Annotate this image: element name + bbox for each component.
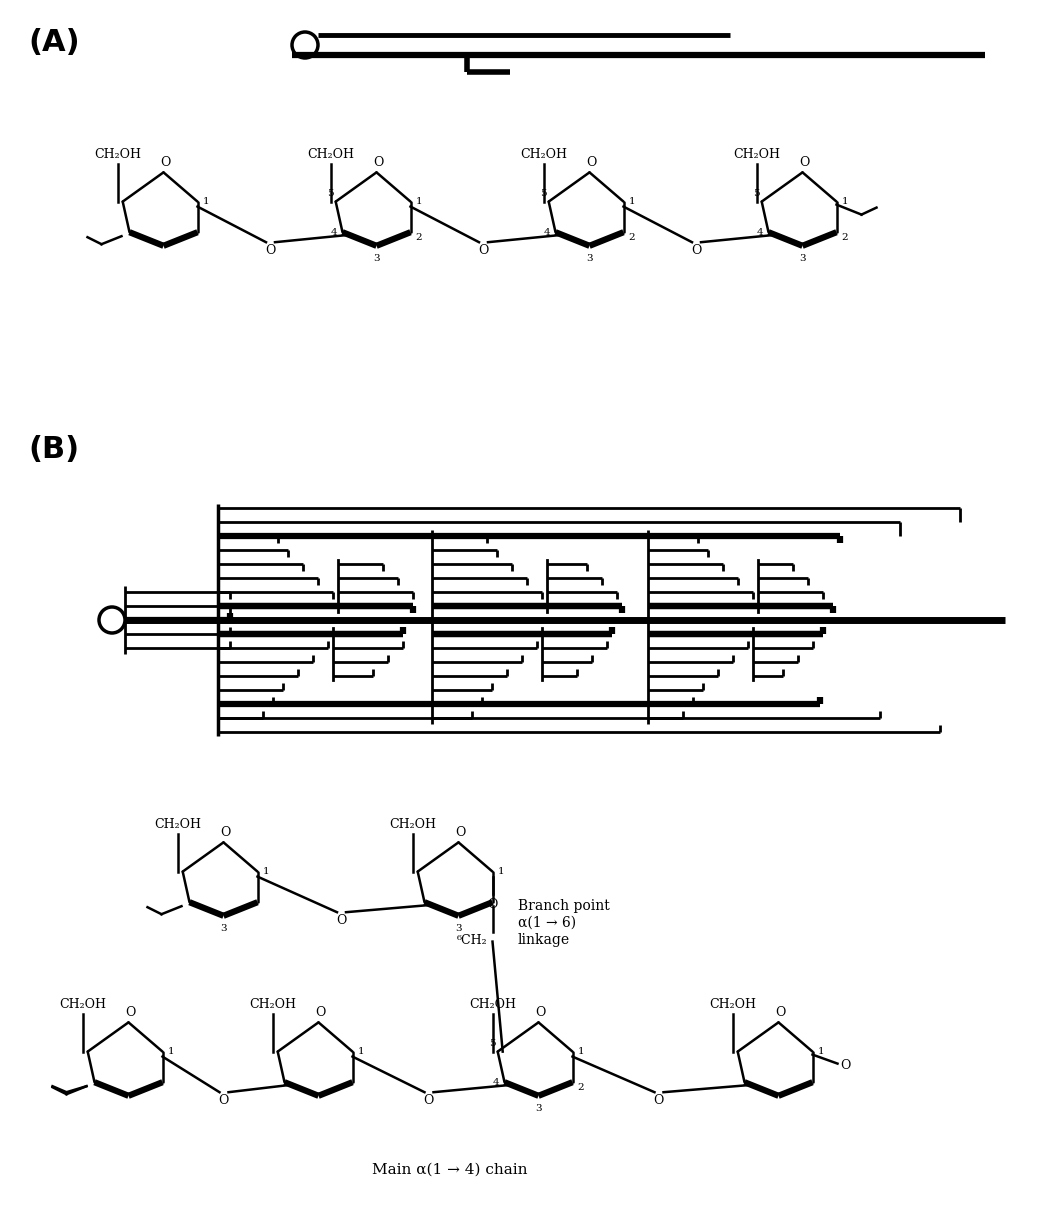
Text: CH₂OH: CH₂OH [709, 997, 756, 1011]
Text: (A): (A) [28, 28, 80, 56]
Text: 1: 1 [262, 867, 269, 876]
Text: O: O [125, 1007, 136, 1019]
Text: Main α(1 → 4) chain: Main α(1 → 4) chain [373, 1163, 528, 1176]
Text: 2: 2 [415, 232, 422, 242]
Text: CH₂OH: CH₂OH [250, 997, 296, 1011]
Text: O: O [374, 156, 383, 169]
Text: 5: 5 [753, 189, 759, 198]
Text: 1: 1 [168, 1047, 174, 1056]
Text: 1: 1 [629, 198, 635, 206]
Text: O: O [160, 156, 171, 169]
Text: O: O [336, 914, 346, 927]
Text: 5: 5 [490, 1039, 496, 1047]
Text: CH₂OH: CH₂OH [307, 147, 355, 161]
Text: 1: 1 [818, 1047, 824, 1056]
Text: CH₂OH: CH₂OH [154, 818, 201, 830]
Text: linkage: linkage [517, 932, 569, 947]
Text: 1: 1 [203, 198, 209, 206]
Text: CH₂OH: CH₂OH [520, 147, 567, 161]
Text: 2: 2 [841, 232, 849, 242]
Text: O: O [315, 1007, 326, 1019]
Text: CH₂OH: CH₂OH [469, 997, 516, 1011]
Text: 1: 1 [841, 198, 849, 206]
Text: O: O [653, 1094, 664, 1108]
Text: 5: 5 [327, 189, 333, 198]
Text: 3: 3 [535, 1104, 542, 1113]
Text: O: O [800, 156, 809, 169]
Text: O: O [535, 1007, 546, 1019]
Text: O: O [424, 1094, 433, 1108]
Text: 3: 3 [800, 254, 806, 263]
Text: Branch point: Branch point [517, 899, 610, 912]
Text: α(1 → 6): α(1 → 6) [517, 916, 576, 930]
Text: O: O [690, 244, 701, 257]
Text: O: O [264, 244, 275, 257]
Text: (B): (B) [28, 435, 80, 464]
Text: 1: 1 [358, 1047, 364, 1056]
Text: 4: 4 [493, 1078, 499, 1087]
Text: 4: 4 [544, 227, 550, 237]
Text: 3: 3 [220, 923, 227, 933]
Text: 3: 3 [373, 254, 380, 263]
Text: 3: 3 [586, 254, 593, 263]
Text: 2: 2 [629, 232, 635, 242]
Text: O: O [219, 1094, 228, 1108]
Text: CH₂OH: CH₂OH [389, 818, 436, 830]
Text: 4: 4 [331, 227, 338, 237]
Text: ⁶CH₂: ⁶CH₂ [457, 933, 487, 947]
Text: O: O [586, 156, 597, 169]
Text: 1: 1 [497, 867, 504, 876]
Text: CH₂OH: CH₂OH [733, 147, 781, 161]
Text: 3: 3 [456, 923, 462, 933]
Text: 1: 1 [578, 1047, 584, 1056]
Text: 5: 5 [541, 189, 547, 198]
Text: O: O [487, 898, 498, 911]
Text: O: O [220, 826, 230, 840]
Text: 2: 2 [578, 1083, 584, 1092]
Text: O: O [456, 826, 466, 840]
Text: O: O [775, 1007, 786, 1019]
Text: 4: 4 [757, 227, 764, 237]
Text: CH₂OH: CH₂OH [95, 147, 141, 161]
Text: 1: 1 [415, 198, 422, 206]
Text: O: O [478, 244, 489, 257]
Text: CH₂OH: CH₂OH [59, 997, 106, 1011]
Text: O: O [840, 1059, 851, 1072]
